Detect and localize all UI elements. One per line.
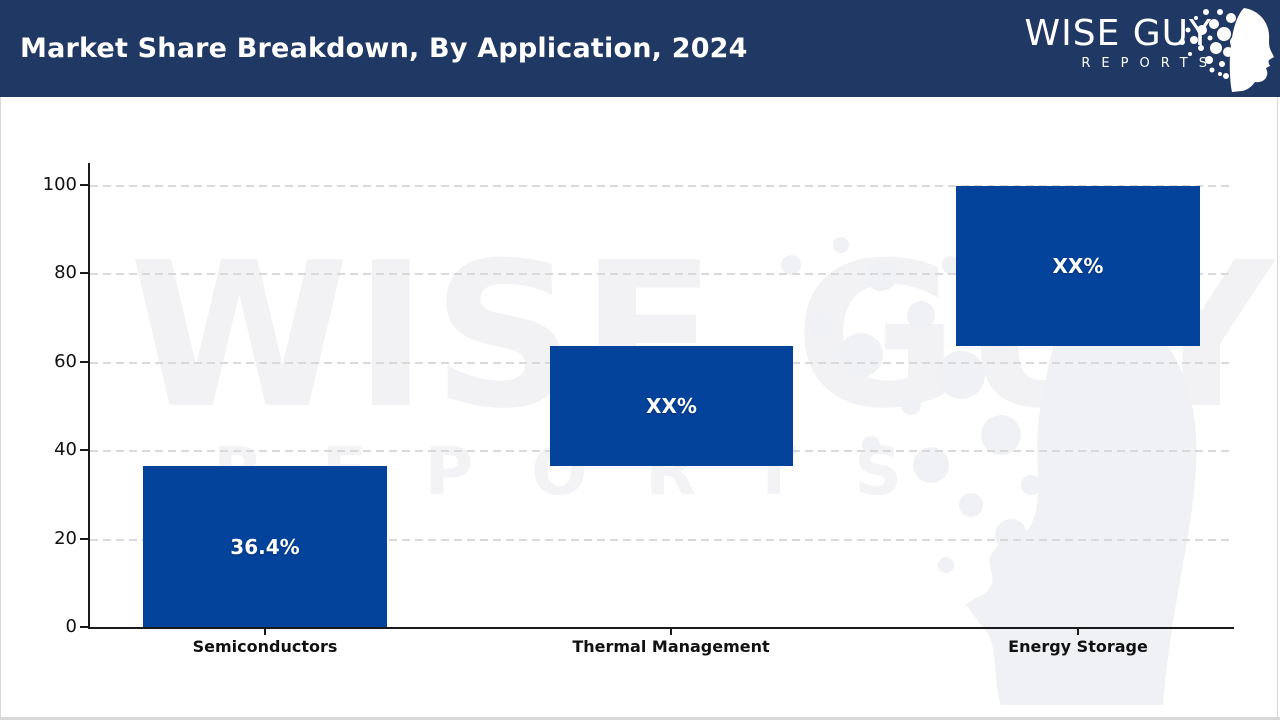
- y-tick-0: [80, 626, 88, 628]
- y-tick-label: 60: [54, 351, 77, 372]
- logo-subtitle: REPORTS: [1081, 55, 1218, 71]
- y-tick-label: 80: [54, 262, 77, 283]
- gridline-80: [90, 273, 1233, 275]
- bar-thermal-management: XX%: [550, 346, 793, 466]
- y-tick-20: [80, 538, 88, 540]
- watermark-face-icon: [763, 237, 1197, 705]
- bottom-border: [0, 717, 1280, 720]
- gridline-20: [90, 539, 1233, 541]
- y-axis-line: [88, 163, 90, 629]
- gridline-100: [90, 185, 1233, 187]
- x-axis-line: [88, 627, 1234, 629]
- x-tick-semiconductors: [264, 629, 266, 635]
- y-tick-80: [80, 272, 88, 274]
- bar-value-label: XX%: [1052, 254, 1104, 278]
- y-tick-40: [80, 449, 88, 451]
- y-tick-100: [80, 184, 88, 186]
- category-label-thermal-management: Thermal Management: [572, 637, 770, 656]
- y-tick-label: 40: [54, 439, 77, 460]
- bar-energy-storage: XX%: [956, 186, 1200, 346]
- logo-text: WISE GUY REPORTS: [1025, 14, 1213, 71]
- y-tick-60: [80, 361, 88, 363]
- category-label-semiconductors: Semiconductors: [192, 637, 338, 656]
- logo-face-icon: [1179, 8, 1274, 92]
- header-bar: Market Share Breakdown, By Application, …: [0, 0, 1280, 97]
- bar-value-label: XX%: [646, 394, 697, 418]
- bar-semiconductors: 36.4%: [143, 466, 387, 627]
- bar-value-label: 36.4%: [230, 534, 300, 559]
- x-tick-energy-storage: [1077, 629, 1079, 635]
- category-label-energy-storage: Energy Storage: [1008, 637, 1148, 656]
- y-tick-label: 0: [65, 616, 77, 637]
- logo-wordmark: WISE GUY: [1024, 13, 1212, 54]
- x-tick-thermal-management: [670, 629, 672, 635]
- chart-title: Market Share Breakdown, By Application, …: [20, 33, 748, 64]
- plot-area: WISE GUY REPORTS: [0, 97, 1278, 717]
- y-tick-label: 100: [42, 174, 77, 195]
- y-tick-label: 20: [54, 528, 77, 549]
- wiseguy-logo: WISE GUY REPORTS: [1010, 0, 1280, 97]
